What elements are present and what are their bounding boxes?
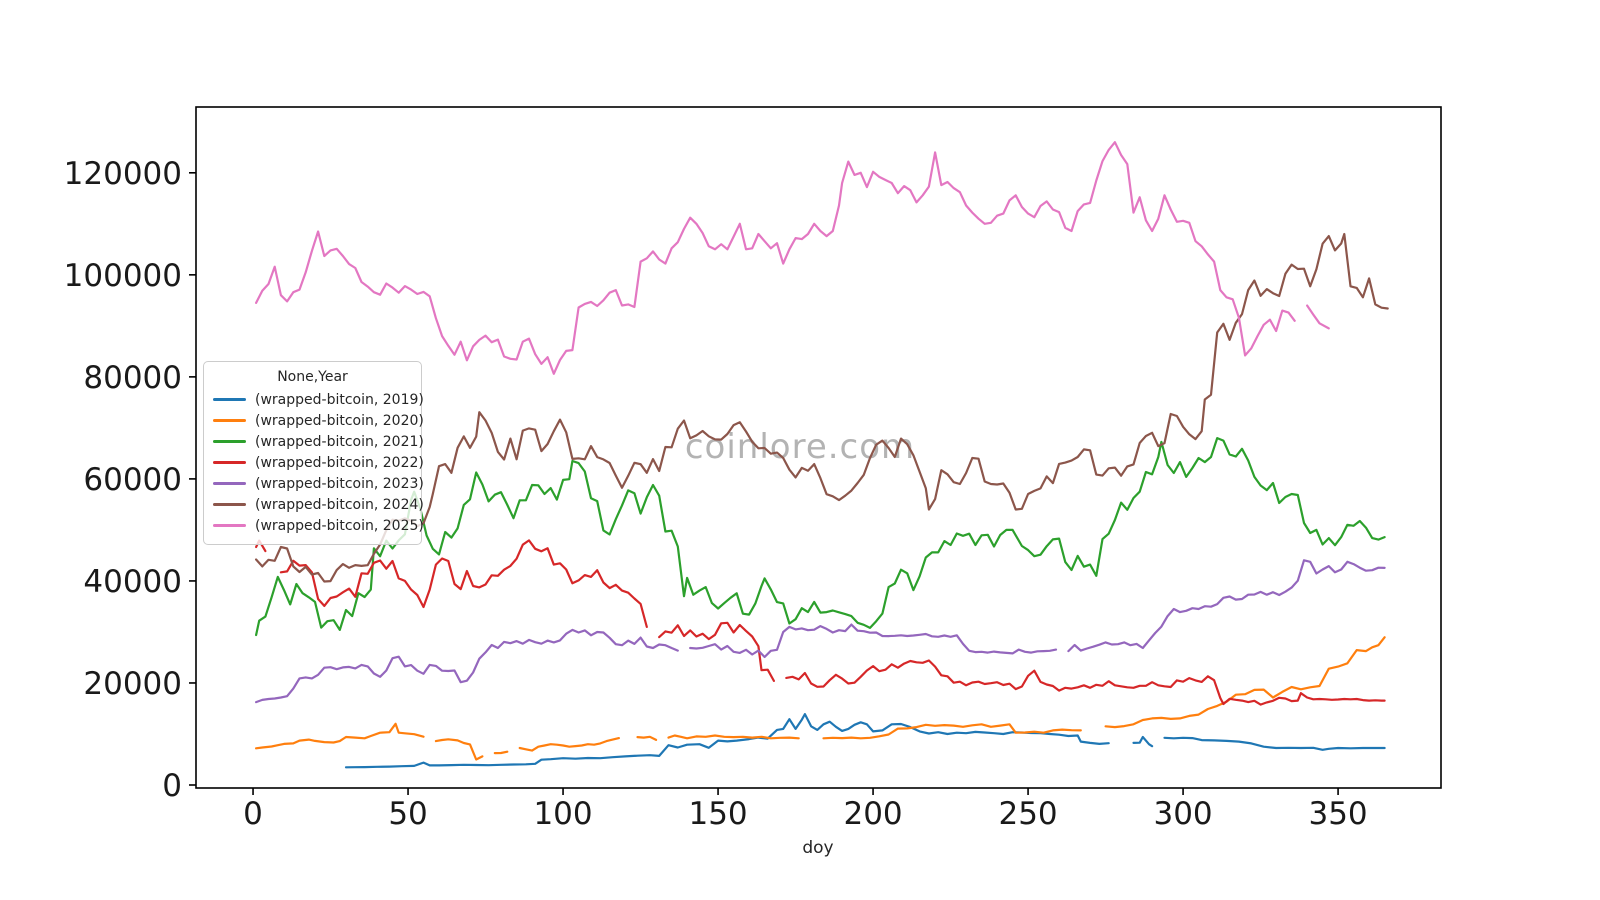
legend-swatch-2020 [213,419,246,422]
legend-title: None,Year [277,369,348,385]
legend-rows: (wrapped-bitcoin, 2019) (wrapped-bitcoin,… [213,389,424,536]
series-line-2025 [1305,304,1330,330]
x-tick-label: 300 [1153,796,1212,832]
legend-entry-2019: (wrapped-bitcoin, 2019) [213,389,424,410]
legend-swatch-2019 [213,398,246,401]
series-line-2020 [1104,636,1386,729]
legend-entry-2021: (wrapped-bitcoin, 2021) [213,431,424,452]
series-line-2023 [255,628,679,704]
legend: None,Year (wrapped-bitcoin, 2019) (wrappe… [203,361,424,545]
x-tick-label: 150 [688,796,747,832]
legend-label-2023: (wrapped-bitcoin, 2023) [255,475,424,492]
y-tick-label: 0 [162,768,182,804]
series-line-2020 [822,723,1082,740]
legend-entry-2020: (wrapped-bitcoin, 2020) [213,410,424,431]
series-line-2022 [279,539,648,629]
y-tick-label: 20000 [83,666,182,702]
series-line-2020 [518,736,621,752]
y-tick-label: 40000 [83,564,182,600]
series-line-2019 [344,712,1110,769]
x-tick-label: 100 [533,796,592,832]
x-tick-label: 50 [388,796,427,832]
series-line-2020 [636,735,658,742]
y-tick-label: 60000 [83,462,182,498]
legend-entry-2024: (wrapped-bitcoin, 2024) [213,494,424,515]
series-line-2021 [255,437,1386,637]
x-tick-label: 0 [243,796,263,832]
x-tick-label: 350 [1308,796,1367,832]
series-line-2020 [667,734,800,740]
y-tick-label: 80000 [83,360,182,396]
legend-label-2019: (wrapped-bitcoin, 2019) [255,391,424,408]
x-tick-label: 200 [843,796,902,832]
series-line-2020 [255,722,425,750]
legend-entry-2025: (wrapped-bitcoin, 2025) [213,515,424,536]
legend-label-2022: (wrapped-bitcoin, 2022) [255,454,424,471]
series-line-2020 [434,738,484,761]
series-line-2019 [1163,736,1386,751]
legend-swatch-2024 [213,503,246,506]
legend-swatch-2021 [213,440,246,443]
axes-spines [195,106,1442,789]
legend-swatch-2025 [213,524,246,527]
legend-swatch-2022 [213,461,246,464]
y-tick-label: 100000 [64,258,182,294]
series-line-2025 [255,141,1296,375]
legend-swatch-2023 [213,482,246,485]
series-line-2023 [689,623,1058,659]
x-axis-label: doy [802,838,834,858]
series-line-2022 [658,621,776,683]
series-line-2023 [1067,559,1386,653]
legend-label-2020: (wrapped-bitcoin, 2020) [255,412,424,429]
legend-entry-2023: (wrapped-bitcoin, 2023) [213,473,424,494]
series-line-2022 [785,659,1386,706]
legend-label-2024: (wrapped-bitcoin, 2024) [255,496,424,513]
series-line-2024 [255,232,1389,583]
series-line-2020 [493,750,509,755]
x-tick-label: 250 [998,796,1057,832]
legend-entry-2022: (wrapped-bitcoin, 2022) [213,452,424,473]
series-line-2019 [1132,735,1154,748]
legend-label-2021: (wrapped-bitcoin, 2021) [255,433,424,450]
y-tick-label: 120000 [64,156,182,192]
legend-label-2025: (wrapped-bitcoin, 2025) [255,517,424,534]
